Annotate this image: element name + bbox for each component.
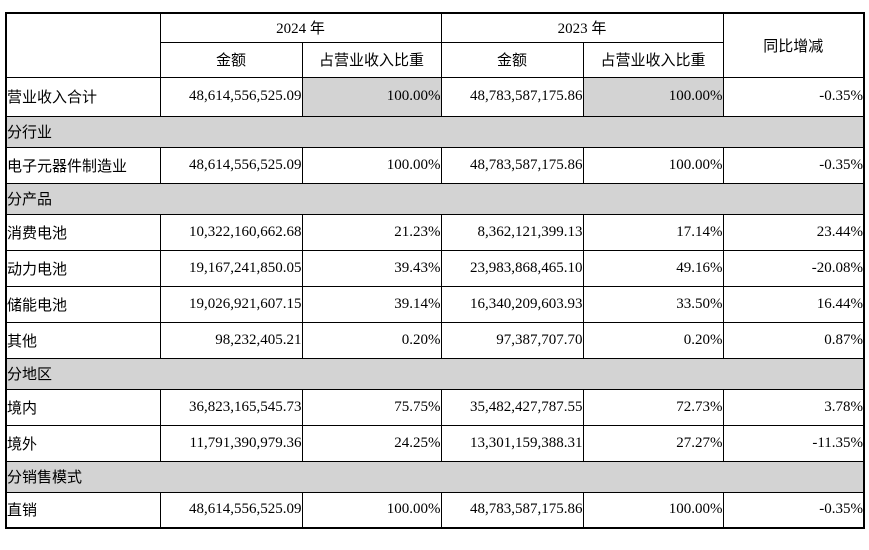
cell-yoy: 0.87% [722,321,865,359]
cell-amount-2023: 23,983,868,465.10 [440,249,584,287]
cell-label: 营业收入合计 [5,76,161,117]
cell-label: 其他 [5,321,161,359]
section-row: 分地区 [5,357,865,390]
cell-amount-2024: 19,167,241,850.05 [159,249,303,287]
table-row: 电子元器件制造业 48,614,556,525.09 100.00% 48,783,5… [5,146,865,184]
header-year-row: 2024 年 2023 年 同比增减 [5,12,865,78]
cell-ratio-2024: 100.00% [301,491,442,529]
table-row: 营业收入合计 48,614,556,525.09 100.00% 48,783,587… [5,76,865,117]
cell-yoy: -0.35% [722,76,865,117]
header-yoy: 同比增减 [722,12,865,78]
header-ratio-2023: 占营业收入比重 [582,41,724,78]
cell-yoy: -0.35% [722,491,865,529]
cell-amount-2024: 36,823,165,545.73 [159,388,303,426]
cell-ratio-2023: 33.50% [582,285,724,323]
cell-amount-2024: 10,322,160,662.68 [159,213,303,251]
section-row: 分销售模式 [5,460,865,493]
cell-ratio-2024: 24.25% [301,424,442,462]
cell-yoy: 23.44% [722,213,865,251]
cell-amount-2023: 97,387,707.70 [440,321,584,359]
cell-ratio-2023: 100.00% [582,76,724,117]
table-row: 其他 98,232,405.21 0.20% 97,387,707.70 0.20% 0.… [5,321,865,359]
cell-ratio-2024: 21.23% [301,213,442,251]
table-row: 直销 48,614,556,525.09 100.00% 48,783,587,175… [5,491,865,529]
cell-ratio-2024: 39.43% [301,249,442,287]
cell-yoy: -11.35% [722,424,865,462]
cell-label: 消费电池 [5,213,161,251]
header-year-2023: 2023 年 [440,12,724,43]
cell-amount-2024: 48,614,556,525.09 [159,491,303,529]
cell-amount-2024: 11,791,390,979.36 [159,424,303,462]
section-label: 分地区 [5,357,865,390]
cell-amount-2023: 13,301,159,388.31 [440,424,584,462]
cell-ratio-2023: 100.00% [582,491,724,529]
header-amount-2023: 金额 [440,41,584,78]
header-sub-row: 金额 占营业收入比重 金额 占营业收入比重 [6,41,864,78]
cell-ratio-2023: 27.27% [582,424,724,462]
cell-yoy: 16.44% [722,285,865,323]
cell-ratio-2023: 72.73% [582,388,724,426]
cell-amount-2024: 48,614,556,525.09 [159,146,303,184]
cell-ratio-2024: 75.75% [301,388,442,426]
table-row: 境内 36,823,165,545.73 75.75% 35,482,427,787.… [5,388,865,426]
cell-label: 境内 [5,388,161,426]
table-body: 营业收入合计 48,614,556,525.09 100.00% 48,783,587… [5,76,865,529]
cell-ratio-2023: 100.00% [582,146,724,184]
cell-amount-2023: 8,362,121,399.13 [440,213,584,251]
section-label: 分产品 [5,182,865,215]
section-label: 分销售模式 [5,460,865,493]
cell-label: 储能电池 [5,285,161,323]
cell-amount-2023: 16,340,209,603.93 [440,285,584,323]
header-empty-cell [5,12,161,78]
header-ratio-2024: 占营业收入比重 [301,41,442,78]
cell-label: 电子元器件制造业 [5,146,161,184]
cell-ratio-2024: 39.14% [301,285,442,323]
cell-yoy: -0.35% [722,146,865,184]
cell-ratio-2023: 49.16% [582,249,724,287]
cell-ratio-2023: 0.20% [582,321,724,359]
cell-amount-2024: 48,614,556,525.09 [159,76,303,117]
cell-ratio-2024: 100.00% [301,146,442,184]
cell-yoy: -20.08% [722,249,865,287]
cell-amount-2023: 35,482,427,787.55 [440,388,584,426]
section-row: 分行业 [5,115,865,148]
cell-amount-2023: 48,783,587,175.86 [440,146,584,184]
cell-label: 直销 [5,491,161,529]
revenue-breakdown-table: 2024 年 2023 年 同比增减 金额 占营业收入比重 金额 占营业收入比重… [5,12,866,529]
cell-amount-2023: 48,783,587,175.86 [440,491,584,529]
table-header: 2024 年 2023 年 同比增减 金额 占营业收入比重 金额 占营业收入比重 [5,12,865,78]
table-row: 消费电池 10,322,160,662.68 21.23% 8,362,121,399… [5,213,865,251]
table-row: 储能电池 19,026,921,607.15 39.14% 16,340,209,60… [5,285,865,323]
cell-ratio-2024: 100.00% [301,76,442,117]
table-row: 境外 11,791,390,979.36 24.25% 13,301,159,388.… [5,424,865,462]
cell-yoy: 3.78% [722,388,865,426]
section-row: 分产品 [5,182,865,215]
cell-label: 境外 [5,424,161,462]
cell-amount-2024: 19,026,921,607.15 [159,285,303,323]
header-year-2024: 2024 年 [159,12,442,43]
cell-amount-2024: 98,232,405.21 [159,321,303,359]
cell-ratio-2023: 17.14% [582,213,724,251]
table-row: 动力电池 19,167,241,850.05 39.43% 23,983,868,46… [5,249,865,287]
cell-ratio-2024: 0.20% [301,321,442,359]
cell-amount-2023: 48,783,587,175.86 [440,76,584,117]
cell-label: 动力电池 [5,249,161,287]
header-amount-2024: 金额 [159,41,303,78]
section-label: 分行业 [5,115,865,148]
